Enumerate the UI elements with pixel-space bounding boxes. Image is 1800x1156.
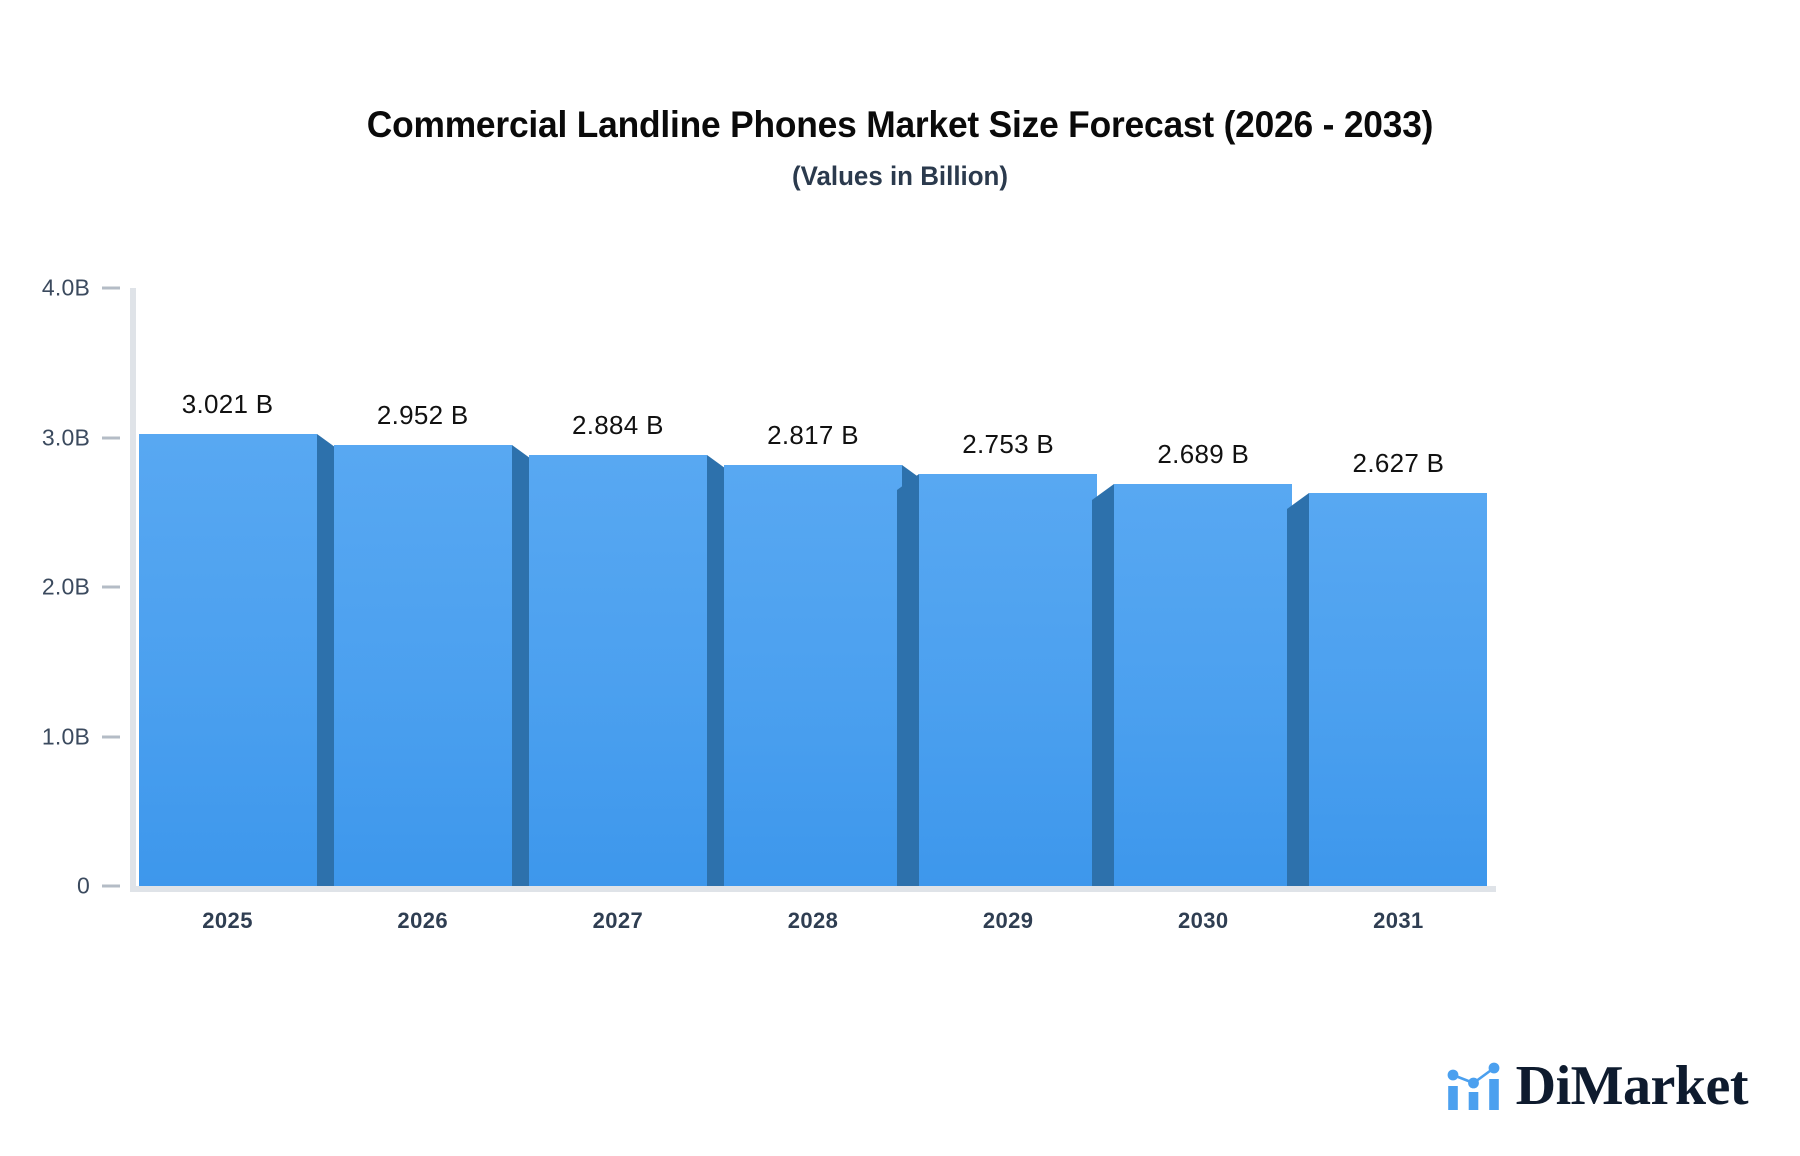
bar-front-face [1114,484,1293,886]
page-title: Commercial Landline Phones Market Size F… [366,104,1434,145]
bar-chart-icon [1447,1062,1500,1110]
chart-subtitle: (Values in Billion) [791,160,1009,191]
bar-side-face [511,460,534,886]
x-axis-tick-label: 2027 [592,908,644,933]
bar-top-bevel [706,454,729,471]
y-axis-tick-label: 2.0B [41,573,90,600]
bar-value-label: 2.753 B [962,429,1055,460]
y-axis-tick-mark [102,735,120,738]
bar-side-face [897,490,920,886]
bar[interactable]: 2.884 B [528,410,729,886]
bar-side-face [706,470,729,886]
bar-top-bevel [1287,493,1310,510]
bar-side-face [1092,500,1115,886]
x-axis-tick-label: 2029 [982,908,1034,933]
bar[interactable]: 2.689 B [1092,439,1293,886]
bar-value-label: 2.884 B [571,409,664,440]
y-axis-line [130,288,136,886]
bar[interactable]: 3.021 B [138,389,339,886]
x-axis-tick-label: 2030 [1178,908,1229,933]
brand-logo: DiMarket [1446,1055,1749,1117]
brand-name: DiMarket [1515,1055,1749,1117]
bar-front-face [919,474,1098,886]
bar-front-face [138,434,317,886]
bar[interactable]: 2.753 B [897,429,1098,886]
bar-value-label: 2.952 B [376,399,469,430]
bar-front-face [333,444,512,886]
y-axis-tick-mark [102,884,120,888]
y-axis-tick-label: 3.0B [41,424,90,450]
x-axis-line [130,886,1496,892]
y-axis-tick-label: 0 [77,872,90,899]
bar-side-face [316,450,339,886]
bar-top-bevel [897,474,920,491]
y-axis-tick-mark [102,286,120,290]
bar[interactable]: 2.627 B [1287,448,1488,886]
y-axis-tick-mark [102,436,120,439]
bar-value-label: 2.817 B [767,419,859,450]
chart-title-block: Commercial Landline Phones Market Size F… [0,104,1800,192]
bar-value-label: 2.627 B [1352,448,1445,479]
plot-area: 0 1.0B 2.0B 3.0B 4.0B 3.021 B 2.952 B 2.884 B 2… [42,275,1496,933]
bar-top-bevel [316,434,339,451]
x-axis-tick-label: 2028 [787,908,839,933]
bar-value-label: 3.021 B [181,389,274,420]
y-axis-tick-label: 4.0B [41,274,90,301]
x-axis-tick-label: 2025 [202,908,253,933]
bar-value-label: 2.689 B [1157,439,1250,469]
y-axis-tick-mark [102,585,120,589]
bar[interactable]: 2.817 B [724,420,924,886]
x-axis-tick-label: 2026 [397,908,448,933]
bar-top-bevel [511,444,534,461]
bar-side-face [1287,509,1310,886]
bar-front-face [528,454,707,886]
bar-front-face [724,464,902,886]
bar-front-face [1309,493,1488,886]
bar-top-bevel [1092,484,1115,500]
x-axis-tick-label: 2031 [1373,908,1424,933]
bar[interactable]: 2.952 B [333,400,534,886]
y-axis-tick-label: 1.0B [41,723,90,749]
